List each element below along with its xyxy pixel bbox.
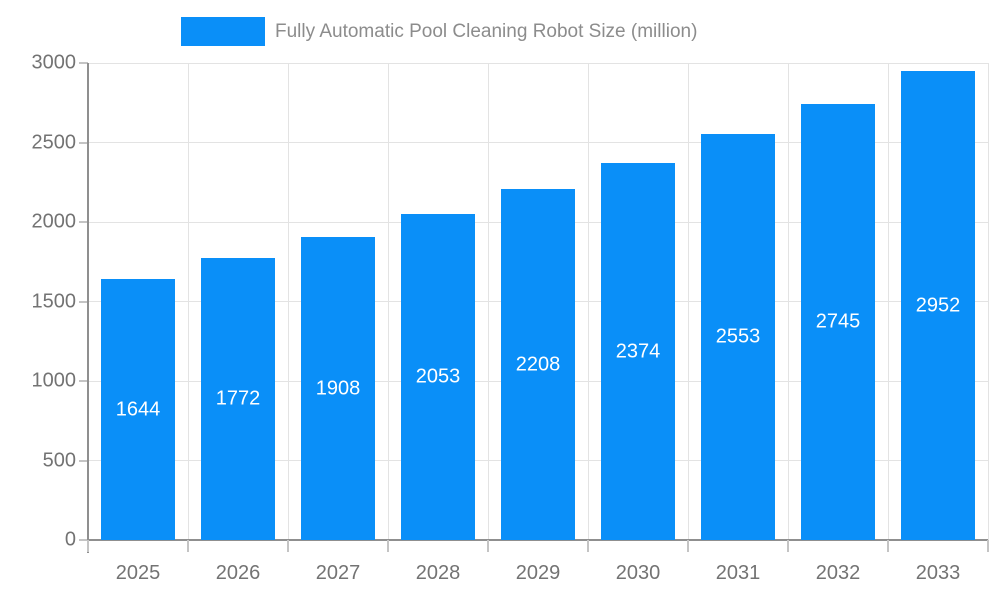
bar-value-label: 2745 bbox=[815, 310, 861, 333]
x-tick-label: 2028 bbox=[415, 562, 461, 584]
y-tick-label: 3000 bbox=[31, 51, 77, 74]
gridline bbox=[387, 63, 389, 540]
x-tick-label: 2030 bbox=[615, 562, 661, 584]
y-axis-tick bbox=[79, 380, 88, 382]
bar-value-label: 1908 bbox=[315, 377, 361, 399]
y-axis-tick bbox=[79, 539, 88, 541]
bar-2031[interactable]: 2553 bbox=[701, 134, 775, 540]
bar-2027[interactable]: 1908 bbox=[301, 237, 375, 540]
x-tick-label: 2031 bbox=[715, 562, 761, 584]
y-tick-label: 1000 bbox=[31, 369, 77, 392]
x-tick-label: 2029 bbox=[515, 562, 561, 584]
bar-2032[interactable]: 2745 bbox=[801, 104, 875, 540]
legend-label: Fully Automatic Pool Cleaning Robot Size… bbox=[275, 21, 698, 42]
x-tick-label: 2026 bbox=[215, 562, 261, 584]
gridline bbox=[187, 63, 189, 540]
x-axis-tick bbox=[687, 540, 689, 552]
gridline bbox=[88, 62, 988, 64]
bar-value-label: 1644 bbox=[115, 398, 161, 420]
x-tick-label: 2027 bbox=[315, 562, 361, 584]
y-axis-tick bbox=[79, 221, 88, 223]
gridline bbox=[887, 63, 889, 540]
gridline bbox=[687, 63, 689, 540]
x-axis-tick bbox=[87, 540, 89, 552]
x-axis-tick bbox=[987, 540, 989, 552]
y-tick-label: 0 bbox=[64, 528, 76, 551]
y-tick-label: 2500 bbox=[31, 131, 77, 153]
bar-value-label: 2053 bbox=[415, 365, 461, 388]
gridline bbox=[487, 63, 489, 540]
gridline bbox=[987, 63, 989, 540]
y-tick-label: 1500 bbox=[31, 290, 77, 312]
bar-value-label: 2208 bbox=[515, 353, 561, 375]
x-axis-tick bbox=[587, 540, 589, 552]
x-axis-tick bbox=[487, 540, 489, 552]
legend-item[interactable]: Fully Automatic Pool Cleaning Robot Size… bbox=[181, 17, 697, 46]
bar-value-label: 2374 bbox=[615, 340, 661, 362]
y-axis-tick bbox=[79, 459, 88, 462]
x-tick-label: 2025 bbox=[115, 562, 161, 584]
bar-value-label: 1772 bbox=[215, 387, 261, 410]
x-tick-label: 2033 bbox=[915, 562, 961, 584]
bar-2030[interactable]: 2374 bbox=[601, 163, 675, 540]
bar-2025[interactable]: 1644 bbox=[101, 279, 175, 540]
bar-value-label: 2553 bbox=[715, 325, 761, 348]
x-axis-tick bbox=[187, 540, 189, 552]
x-axis-tick bbox=[387, 540, 389, 552]
y-tick-label: 500 bbox=[42, 449, 76, 471]
y-axis-tick bbox=[79, 62, 88, 64]
y-axis-line bbox=[87, 63, 89, 553]
y-axis-tick bbox=[79, 300, 88, 303]
x-axis-tick bbox=[287, 540, 289, 552]
x-axis-tick bbox=[787, 540, 789, 552]
gridline bbox=[787, 63, 789, 540]
gridline bbox=[587, 63, 589, 540]
bar-2028[interactable]: 2053 bbox=[401, 214, 475, 540]
x-axis-line bbox=[88, 539, 988, 541]
y-axis-tick bbox=[79, 141, 88, 144]
y-tick-label: 2000 bbox=[31, 210, 77, 233]
legend-swatch-icon bbox=[181, 17, 265, 46]
gridline bbox=[287, 63, 289, 540]
bar-2033[interactable]: 2952 bbox=[901, 71, 975, 540]
bar-value-label: 2952 bbox=[915, 294, 961, 316]
bar-2029[interactable]: 2208 bbox=[501, 189, 575, 540]
bar-2026[interactable]: 1772 bbox=[201, 258, 275, 540]
x-tick-label: 2032 bbox=[815, 562, 861, 584]
x-axis-tick bbox=[887, 540, 889, 552]
